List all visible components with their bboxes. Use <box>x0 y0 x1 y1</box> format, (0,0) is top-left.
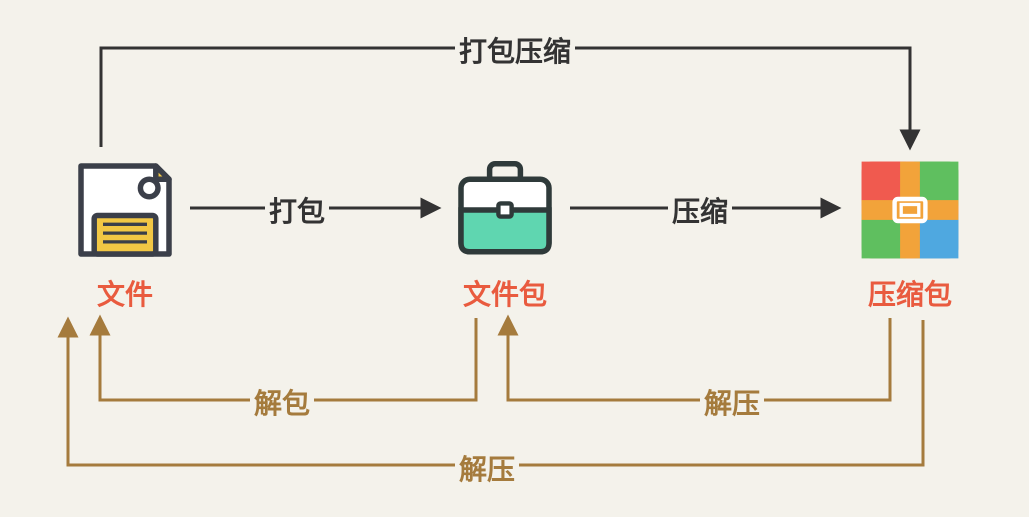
edge-decompress-mid <box>508 318 890 400</box>
briefcase-icon <box>450 155 560 265</box>
edge-decompress-mid-label: 解压 <box>700 382 764 422</box>
node-package: 文件包 <box>445 155 565 313</box>
edge-pack-compress-label: 打包压缩 <box>455 30 575 70</box>
edge-pack-label: 打包 <box>265 190 329 230</box>
archive-icon <box>855 155 965 265</box>
floppy-disk-icon <box>70 155 180 265</box>
edge-decompress-full-label: 解压 <box>455 448 519 488</box>
node-archive-label: 压缩包 <box>850 273 970 313</box>
diagram-canvas: 文件 文件包 <box>0 0 1029 517</box>
edge-unpack-label: 解包 <box>250 382 314 422</box>
node-package-label: 文件包 <box>445 273 565 313</box>
node-file-label: 文件 <box>65 273 185 313</box>
edge-decompress-full <box>68 320 923 465</box>
node-archive: 压缩包 <box>850 155 970 313</box>
node-file: 文件 <box>65 155 185 313</box>
edge-compress-label: 压缩 <box>668 190 732 230</box>
